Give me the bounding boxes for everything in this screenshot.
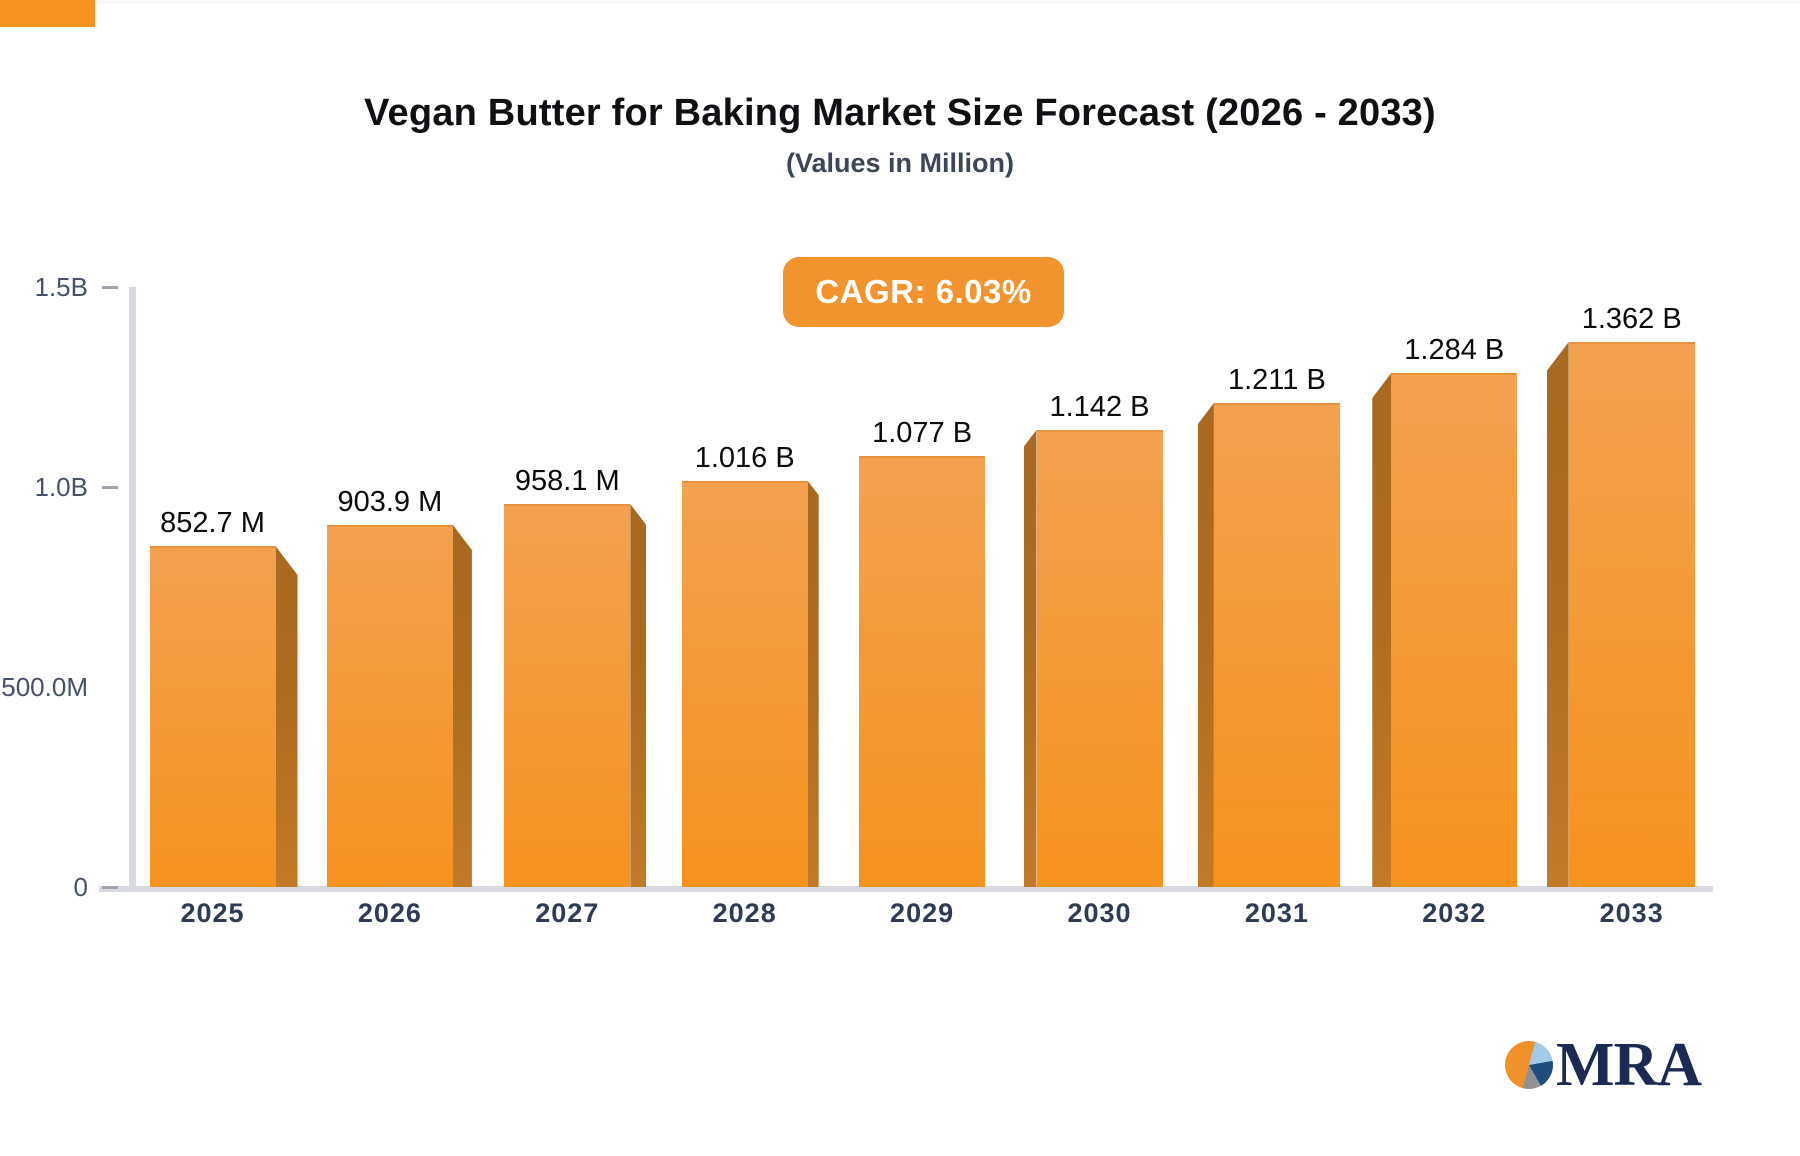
bar-2026[interactable] [326,525,453,887]
y-axis-tick-label: 1.5B [34,272,89,302]
y-axis-tick-label: 0 [73,872,88,902]
y-axis-tick-mark [102,886,118,889]
x-axis-label-2029: 2029 [890,898,955,928]
bar-2029[interactable] [859,456,986,887]
x-axis-label-2031: 2031 [1244,898,1309,928]
bar-2027[interactable] [504,504,631,887]
bar-2025[interactable] [149,546,276,887]
x-axis-line [99,886,1713,892]
bar-2033[interactable] [1568,342,1695,887]
mra-pie-chart-icon [1505,1041,1553,1089]
bar-side-face-2028 [807,481,819,887]
bar-value-label: 903.9 M [337,486,443,518]
x-axis-label-2032: 2032 [1422,898,1487,928]
bar-2030[interactable] [1036,430,1163,887]
bar-side-face-2027 [630,504,647,887]
y-axis-tick-mark [102,286,118,289]
y-axis-tick-mark [102,486,118,489]
corner-accent-bar [0,0,95,27]
bar-value-label: 1.284 B [1404,334,1505,366]
bar-side-face-2030 [1023,430,1037,887]
x-axis-label-2030: 2030 [1067,898,1132,928]
x-axis-label-2028: 2028 [712,898,777,928]
mra-logo-text: MRA [1556,1031,1702,1099]
bar-value-label: 1.077 B [872,417,973,449]
bar-2032[interactable] [1391,373,1518,887]
bar-2028[interactable] [681,481,808,887]
bar-side-face-2025 [275,546,298,887]
x-axis-label-2033: 2033 [1599,898,1664,928]
bar-side-face-2031 [1197,403,1214,887]
x-axis-label-2027: 2027 [535,898,600,928]
bar-value-label: 1.362 B [1581,303,1682,335]
y-axis-line [129,287,136,888]
bar-2031[interactable] [1213,403,1340,887]
y-axis-tick-label: 1.0B [34,472,89,502]
cagr-badge: CAGR: 6.03% [783,257,1064,327]
x-axis-label-2026: 2026 [357,898,422,928]
bar-value-label: 852.7 M [160,507,265,539]
bar-value-label: 958.1 M [514,465,620,497]
bar-value-label: 1.142 B [1049,391,1150,423]
x-axis-label-2025: 2025 [180,898,245,928]
bar-value-label: 1.016 B [694,442,795,474]
chart-subtitle: (Values in Million) [785,148,1015,178]
bar-side-face-2032 [1372,373,1392,887]
page-top-border [0,0,1800,4]
y-axis-tick-label: 500.0M [1,672,88,702]
bar-side-face-2026 [452,525,472,887]
bar-side-face-2033 [1546,342,1569,887]
bar-value-label: 1.211 B [1227,364,1326,396]
chart-title: Vegan Butter for Baking Market Size Fore… [364,92,1436,134]
mra-logo: MRA [1505,1031,1702,1099]
